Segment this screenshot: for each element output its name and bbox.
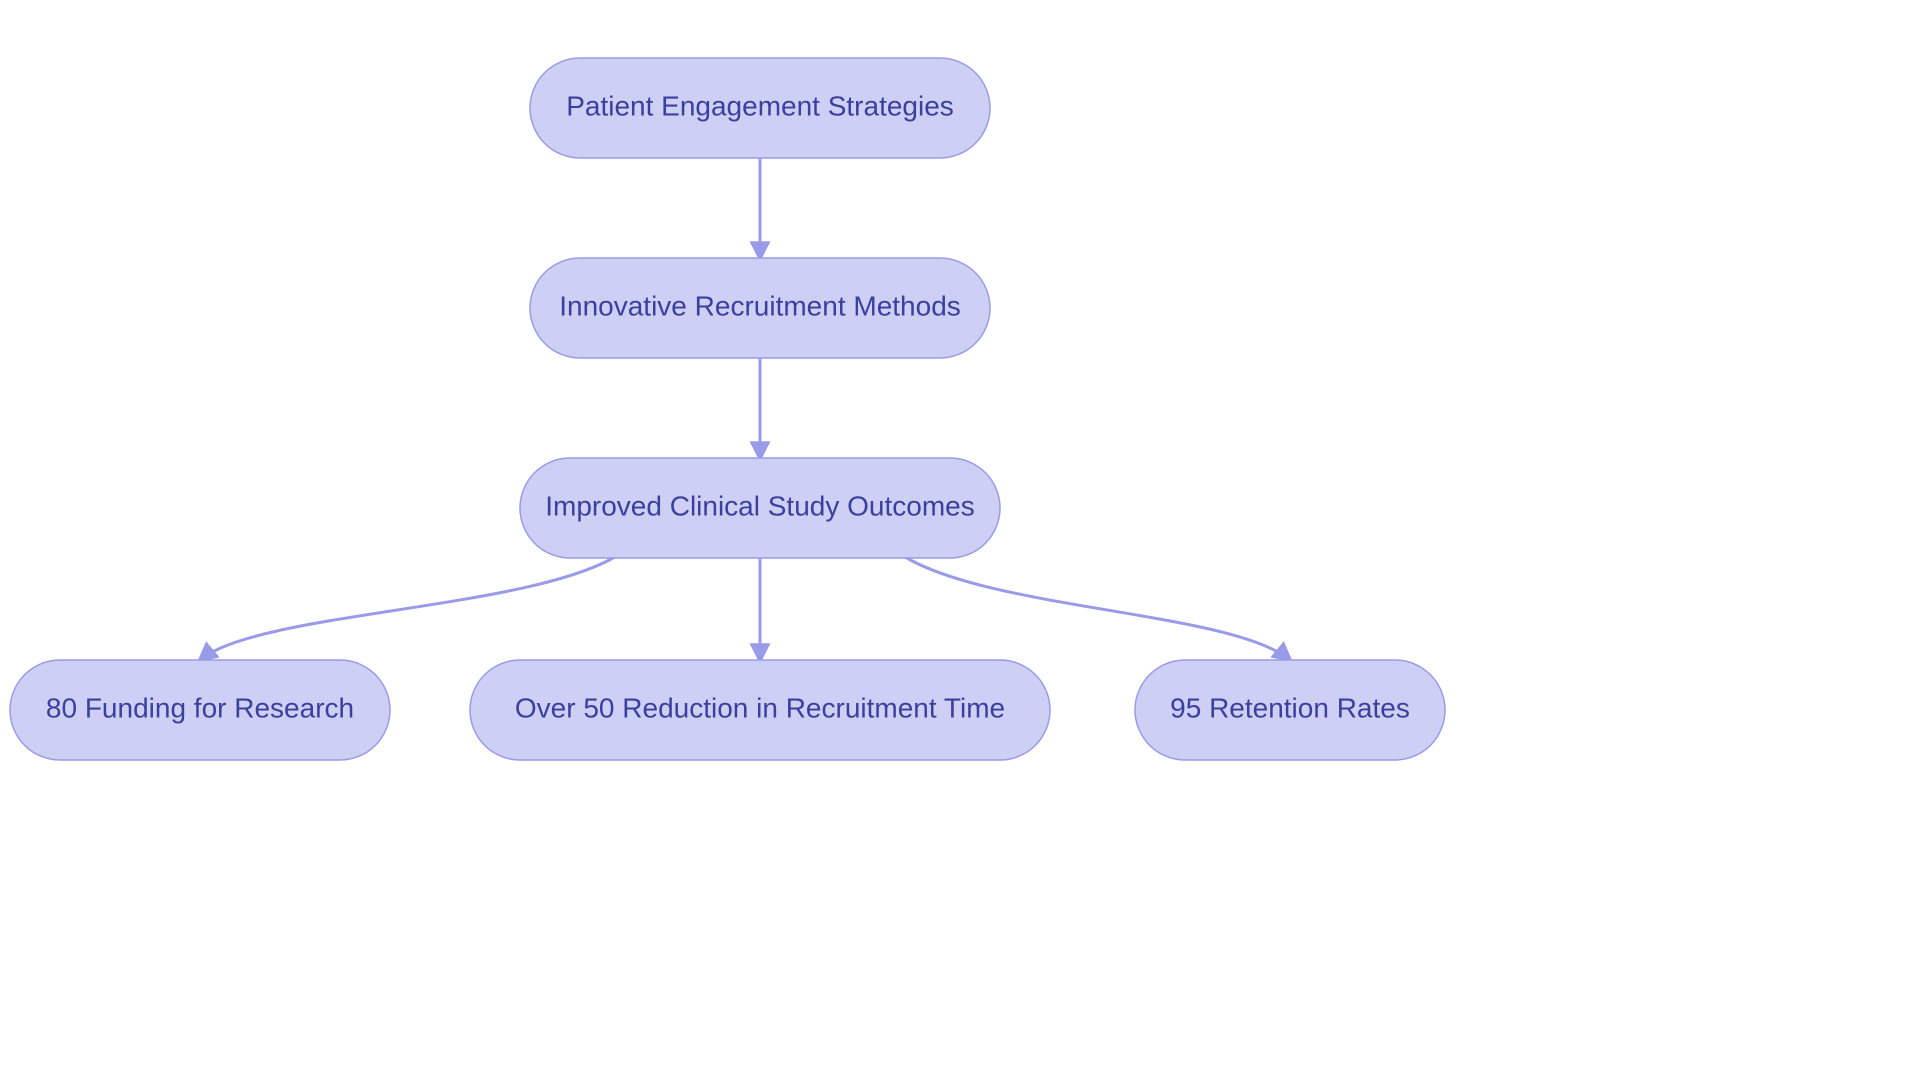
node-n6: 95 Retention Rates	[1135, 660, 1445, 760]
node-n1: Patient Engagement Strategies	[530, 58, 990, 158]
node-label: Innovative Recruitment Methods	[559, 290, 961, 321]
edge-n3-n6	[894, 550, 1290, 660]
nodes-layer: Patient Engagement Strategies Innovative …	[10, 58, 1445, 760]
node-label: Patient Engagement Strategies	[566, 90, 954, 121]
node-n4: 80 Funding for Research	[10, 660, 390, 760]
node-n5: Over 50 Reduction in Recruitment Time	[470, 660, 1050, 760]
edges-layer	[200, 158, 1290, 660]
node-label: Improved Clinical Study Outcomes	[545, 490, 975, 521]
node-n2: Innovative Recruitment Methods	[530, 258, 990, 358]
edge-n3-n4	[200, 550, 626, 660]
flowchart-canvas: Patient Engagement Strategies Innovative …	[0, 0, 1920, 1083]
node-label: 95 Retention Rates	[1170, 692, 1410, 723]
node-n3: Improved Clinical Study Outcomes	[520, 458, 1000, 558]
node-label: Over 50 Reduction in Recruitment Time	[515, 692, 1005, 723]
node-label: 80 Funding for Research	[46, 692, 354, 723]
